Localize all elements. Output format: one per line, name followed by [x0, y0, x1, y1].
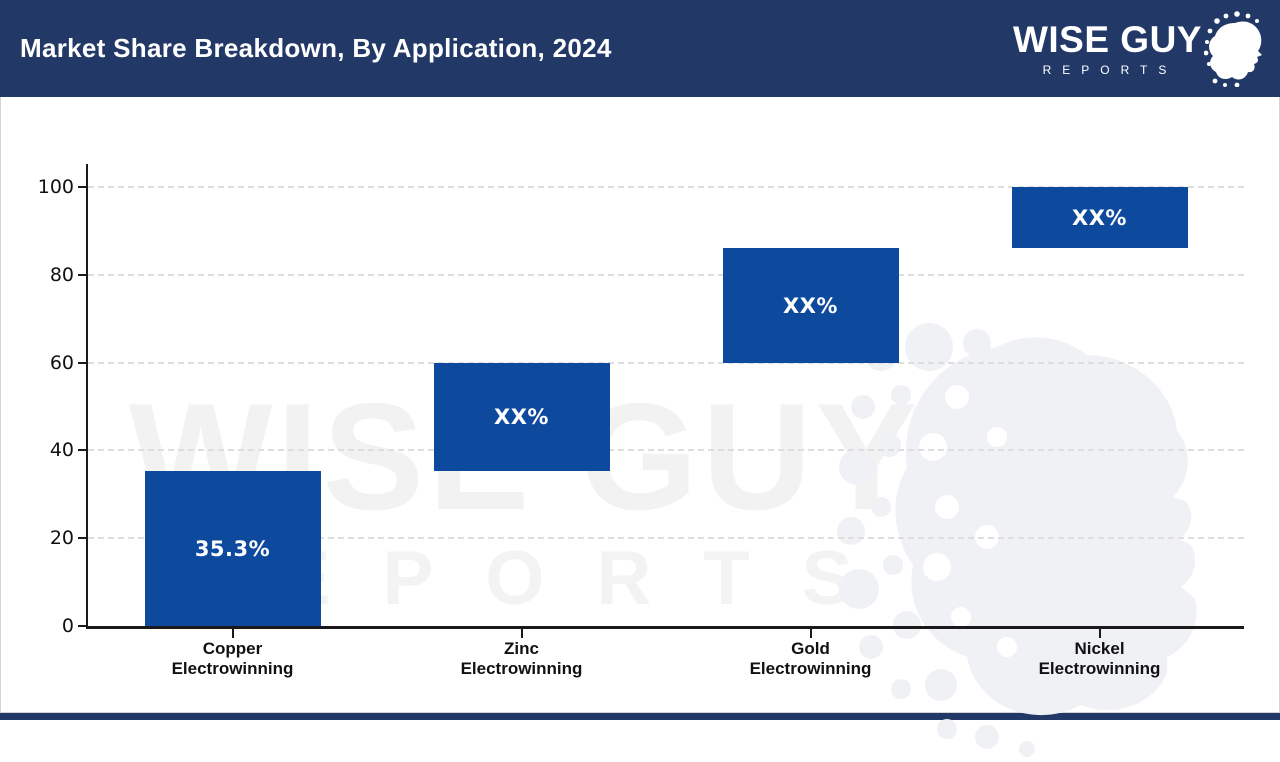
y-axis-tick [78, 449, 87, 452]
bar-value-label: XX% [783, 293, 838, 318]
category-label-line: Nickel [1074, 639, 1125, 658]
x-axis-category-label: Copper Electrowinning [113, 639, 353, 679]
x-axis-line [86, 626, 1244, 629]
category-label-line: Copper [202, 639, 263, 658]
logo-wordmark: WISE GUY [1012, 18, 1202, 60]
y-axis-tick-label: 100 [37, 176, 74, 198]
gridline [88, 449, 1244, 452]
bar-segment: XX% [722, 248, 899, 363]
x-axis-tick [520, 629, 523, 638]
bar-segment: 35.3% [144, 471, 321, 626]
logo-text: WISE GUY REPORTS [1013, 21, 1202, 77]
wiseguy-head-icon [1204, 10, 1262, 87]
y-axis-tick-label: 60 [49, 351, 74, 374]
bar-segment: XX% [1011, 187, 1188, 249]
gridline [88, 537, 1244, 540]
y-axis-tick-label: 40 [49, 439, 74, 462]
wiseguy-logo: WISE GUY REPORTS [1013, 10, 1266, 87]
gridline [88, 186, 1244, 188]
y-axis-tick [78, 537, 87, 540]
category-label-line: Electrowinning [1038, 659, 1161, 678]
category-label-line: Electrowinning [171, 659, 294, 678]
y-axis-line [86, 164, 88, 629]
x-axis-category-label: Gold Electrowinning [691, 639, 931, 679]
gridline [88, 273, 1244, 276]
header: Market Share Breakdown, By Application, … [0, 0, 1280, 97]
y-axis-tick [78, 361, 87, 364]
category-label-line: Electrowinning [460, 659, 583, 678]
gridline [88, 361, 1244, 364]
waterfall-chart: 0 20 40 60 80 100 35.3% Copper Electrowinning XX%… [37, 164, 1244, 679]
category-label-line: Gold [791, 639, 830, 658]
x-axis-category-label: Nickel Electrowinning [980, 639, 1220, 679]
x-axis-tick [1098, 629, 1101, 638]
footer-stripe [0, 713, 1280, 720]
category-label-line: Electrowinning [749, 659, 872, 678]
bar-value-label: XX% [1072, 205, 1127, 230]
bar-segment: XX% [433, 362, 610, 472]
y-axis-tick-label: 20 [49, 527, 74, 550]
page-title: Market Share Breakdown, By Application, … [20, 33, 612, 63]
y-axis-tick [78, 625, 87, 627]
bar-value-label: XX% [494, 404, 549, 429]
y-axis-tick [78, 186, 87, 188]
y-axis-tick [78, 273, 87, 276]
x-axis-category-label: Zinc Electrowinning [402, 639, 642, 679]
category-label-line: Zinc [504, 639, 539, 658]
y-axis-tick-label: 80 [49, 263, 74, 286]
x-axis-tick [809, 629, 812, 638]
x-axis-tick [231, 629, 234, 638]
bar-value-label: 35.3% [194, 536, 271, 561]
logo-subtitle: REPORTS [1042, 62, 1178, 77]
y-axis-tick-label: 0 [61, 615, 74, 637]
